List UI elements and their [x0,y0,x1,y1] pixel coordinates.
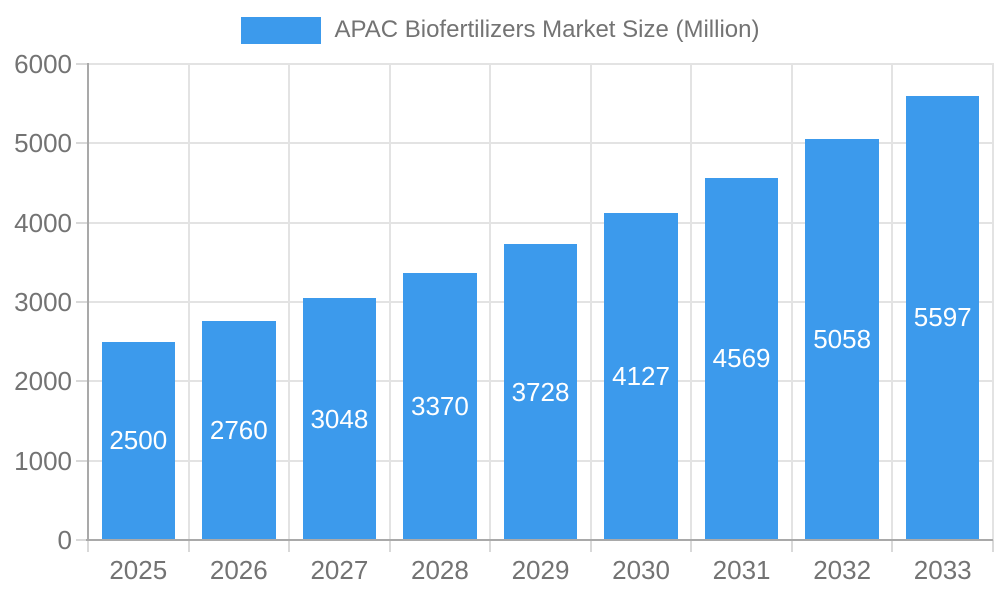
y-axis-label: 4000 [14,207,72,238]
x-axis-tick [992,540,994,552]
x-axis-tick [790,540,793,552]
bar-value-label: 3048 [310,403,369,434]
bar-value-label: 3728 [511,376,570,407]
y-axis-tick [76,142,88,145]
gridline-vertical [187,63,190,540]
bar[interactable]: 3728 [503,244,578,540]
x-axis-label: 2029 [511,555,570,585]
x-axis-label: 2032 [813,555,872,585]
y-axis-label: 3000 [14,287,72,317]
bar-value-label: 4127 [612,360,670,391]
gridline-horizontal [88,142,993,145]
gridline-vertical [992,63,994,540]
x-axis-label: 2033 [913,555,972,585]
x-axis-tick [489,540,492,552]
legend-label: APAC Biofertilizers Market Size (Million… [334,16,760,43]
y-axis-label: 2000 [14,366,72,397]
y-axis-label: 1000 [14,445,72,476]
bar[interactable]: 5058 [805,138,879,540]
x-axis-tick [589,540,592,552]
chart-legend[interactable]: APAC Biofertilizers Market Size (Million… [0,16,1000,44]
y-axis-label: 6000 [14,49,72,79]
gridline-horizontal [88,63,993,65]
x-axis-label: 2026 [209,555,268,585]
y-axis-tick [76,539,88,541]
bar[interactable]: 3048 [302,298,377,540]
bar-value-label: 5058 [813,323,872,354]
x-axis-tick [690,540,693,552]
y-axis-tick [76,63,88,65]
x-axis-line [86,539,993,541]
y-axis-line [87,63,89,540]
bar[interactable]: 4127 [604,212,678,540]
gridline-vertical [388,63,391,540]
bar[interactable]: 4569 [704,177,779,540]
y-axis-tick [76,459,88,462]
bar[interactable]: 5597 [906,95,980,540]
y-axis-tick [76,380,88,383]
bar-value-label: 4569 [712,343,771,374]
x-axis-tick [87,540,89,552]
x-axis-label: 2028 [411,555,469,585]
x-axis-label: 2027 [310,555,369,585]
gridline-vertical [891,63,894,540]
bar-value-label: 3370 [411,390,469,421]
bar-value-label: 2500 [109,425,168,456]
bar[interactable]: 3370 [403,272,477,540]
legend-swatch-icon [240,16,321,44]
y-axis-tick [76,301,88,303]
x-axis-label: 2030 [612,555,670,585]
gridline-vertical [589,63,592,540]
x-axis-tick [288,540,291,552]
y-axis-label: 0 [57,525,72,555]
gridline-vertical [489,63,492,540]
x-axis-label: 2031 [712,555,771,585]
x-axis-tick [187,540,190,552]
y-axis-label: 5000 [14,128,72,159]
bar[interactable]: 2500 [101,341,175,540]
x-axis-tick [388,540,391,552]
gridline-vertical [790,63,793,540]
gridline-vertical [288,63,291,540]
x-axis-tick [891,540,894,552]
gridline-horizontal [88,221,993,224]
y-axis-tick [76,221,88,224]
bar-value-label: 5597 [913,302,972,333]
x-axis-label: 2025 [109,555,168,585]
gridline-vertical [690,63,693,540]
bar[interactable]: 2760 [202,321,276,540]
bar-value-label: 2760 [209,415,268,445]
